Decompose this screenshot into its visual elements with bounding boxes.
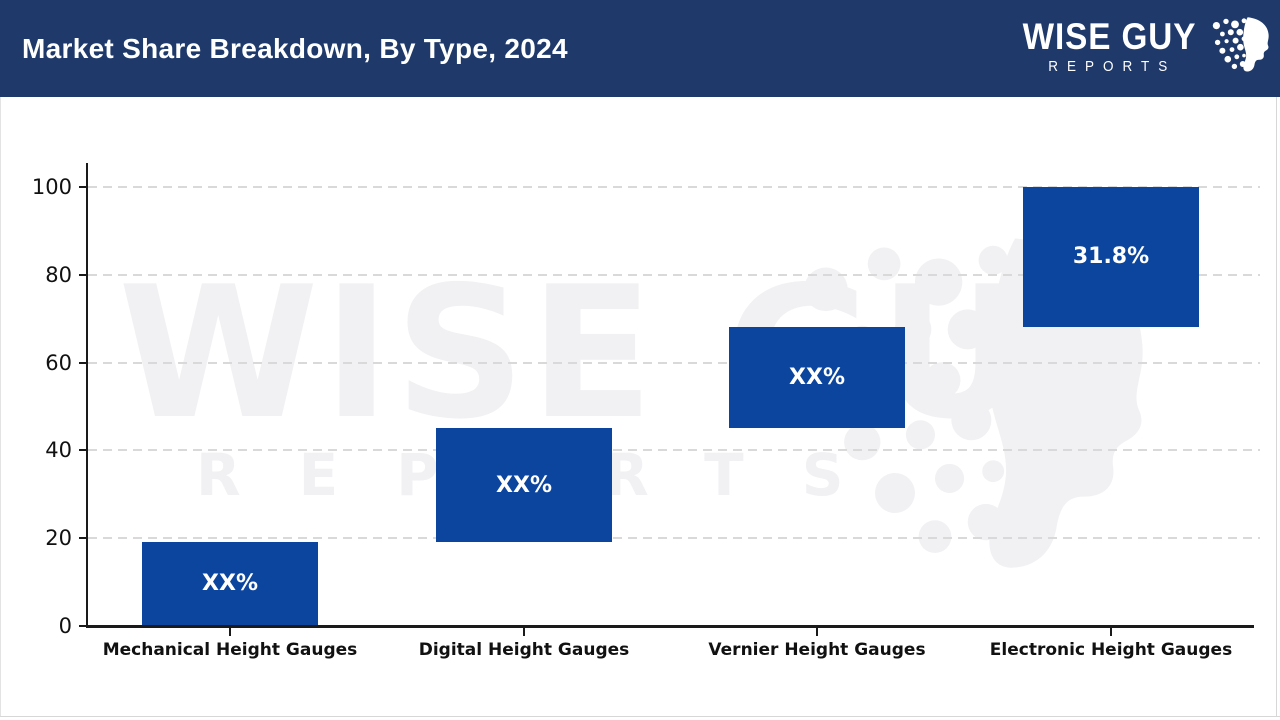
- y-tick-mark: [79, 449, 87, 452]
- logo-wordmark-line2: REPORTS: [1048, 57, 1177, 75]
- y-axis-line: [86, 163, 88, 628]
- header: Market Share Breakdown, By Type, 2024 WI…: [0, 0, 1280, 97]
- bar-2: XX%: [436, 428, 612, 542]
- gridline: [88, 361, 1260, 364]
- y-tick-label: 80: [45, 262, 72, 287]
- y-tick-mark: [79, 273, 87, 276]
- x-tick-mark: [1110, 628, 1112, 636]
- y-tick-label: 100: [31, 175, 72, 199]
- bar-value-label: 31.8%: [1072, 244, 1150, 270]
- y-tick-label: 60: [45, 350, 72, 375]
- bar-value-label: XX%: [202, 571, 258, 597]
- y-tick-label: 0: [58, 614, 72, 638]
- logo-face-icon: [1212, 17, 1269, 72]
- bar-1: XX%: [142, 541, 318, 626]
- bar-3: XX%: [729, 326, 905, 429]
- bar-4: 31.8%: [1023, 187, 1199, 327]
- y-tick-mark: [79, 361, 87, 364]
- y-tick-mark: [79, 625, 87, 627]
- bar-value-label: XX%: [496, 472, 552, 498]
- x-tick-mark: [816, 628, 818, 636]
- y-tick-mark: [79, 186, 87, 188]
- bar-value-label: XX%: [789, 365, 845, 391]
- x-tick-mark: [523, 628, 525, 636]
- x-axis-line: [86, 625, 1254, 628]
- x-category-label: Mechanical Height Gauges: [102, 640, 358, 660]
- logo-wordmark: WISE GUY REPORTS: [1023, 18, 1197, 75]
- x-category-label: Digital Height Gauges: [418, 640, 630, 660]
- y-tick-label: 20: [45, 526, 72, 551]
- x-tick-mark: [229, 628, 231, 636]
- gridline: [88, 449, 1260, 452]
- x-category-label: Electronic Height Gauges: [989, 640, 1233, 660]
- chart-title: Market Share Breakdown, By Type, 2024: [22, 32, 568, 64]
- figure-left-edge: [0, 97, 1, 717]
- gridline: [88, 186, 1260, 188]
- logo-wordmark-line1: WISE GUY: [1022, 15, 1197, 57]
- y-tick-mark: [79, 537, 87, 540]
- x-category-label: Vernier Height Gauges: [708, 640, 926, 660]
- figure-right-edge: [1276, 97, 1277, 717]
- gridline: [88, 273, 1260, 276]
- figure-bottom-edge: [0, 716, 1280, 717]
- y-tick-label: 40: [45, 438, 72, 463]
- gridline: [88, 537, 1260, 540]
- wise-guy-logo: WISE GUY REPORTS: [1013, 4, 1274, 88]
